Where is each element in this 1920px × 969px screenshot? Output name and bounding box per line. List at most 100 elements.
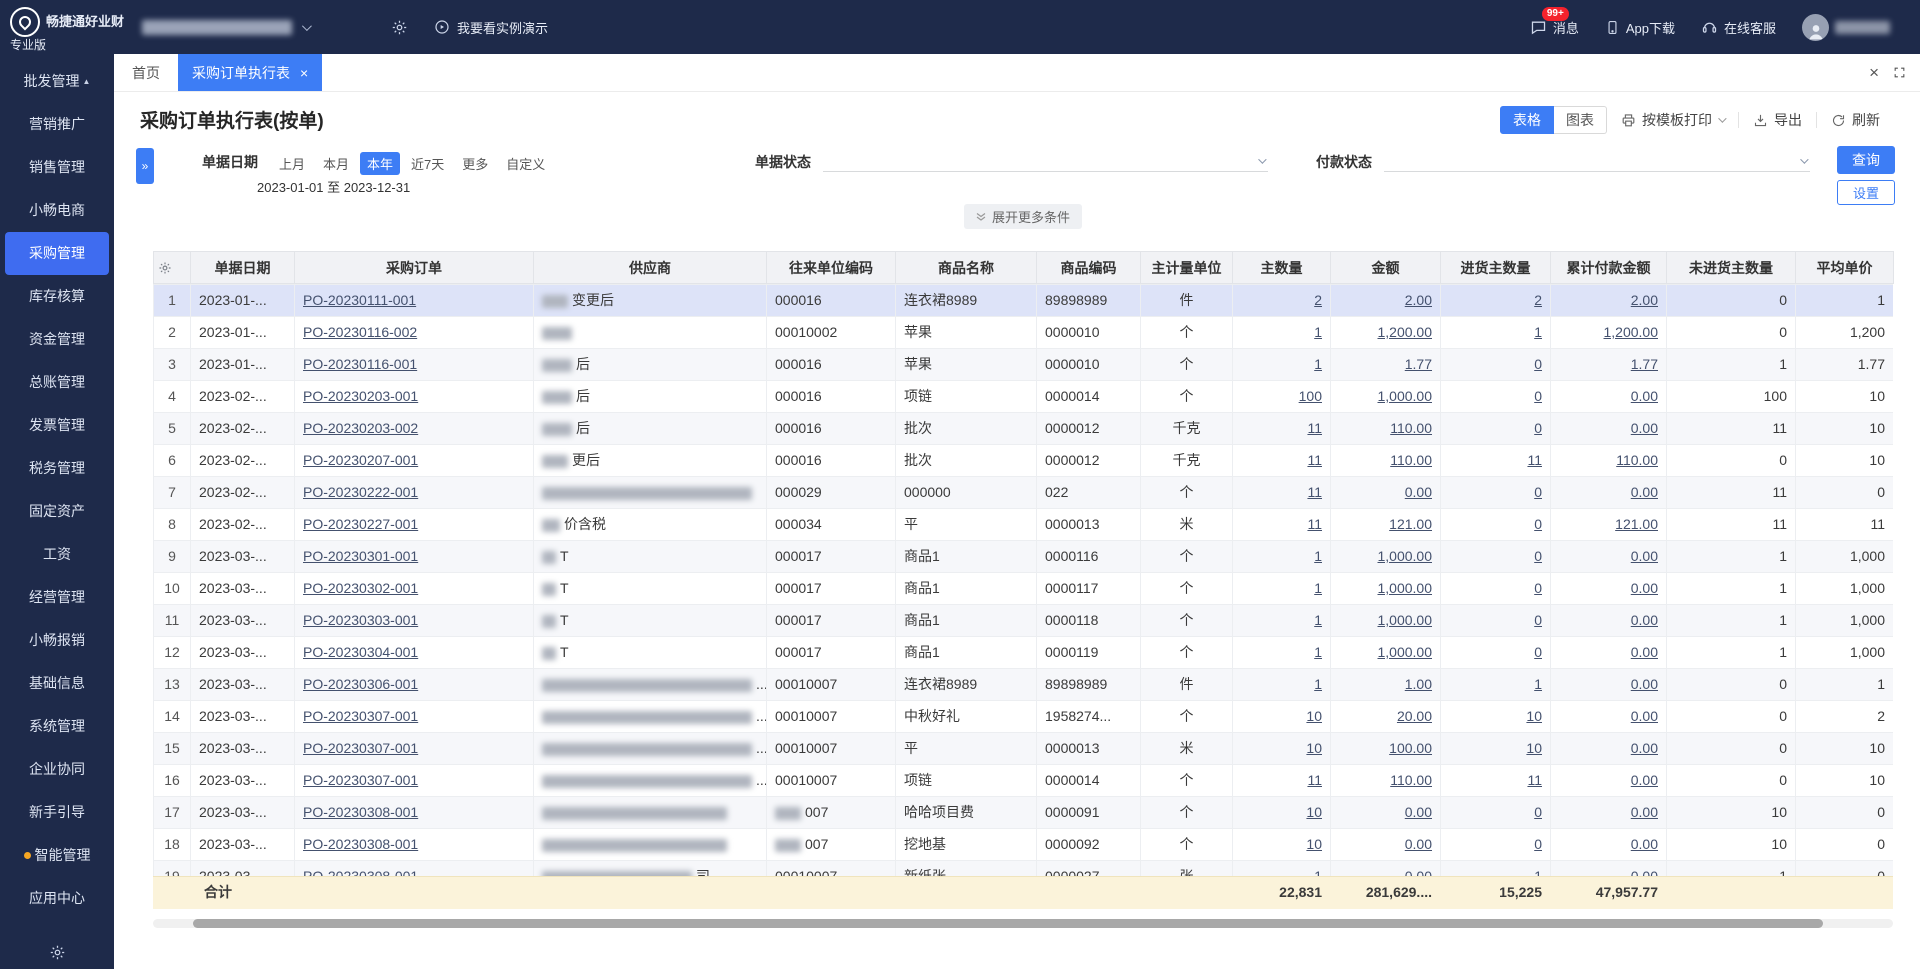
po-link[interactable]: PO-20230306-001 — [303, 676, 419, 692]
close-icon[interactable]: × — [1869, 62, 1879, 82]
drill-link[interactable]: 0 — [1534, 388, 1542, 404]
po-link[interactable]: PO-20230203-001 — [303, 388, 419, 404]
sidebar-item-智能管理[interactable]: 智能管理 — [0, 834, 114, 877]
sidebar-item-企业协同[interactable]: 企业协同 — [0, 748, 114, 791]
sidebar-item-工资[interactable]: 工资 — [0, 533, 114, 576]
sidebar-item-资金管理[interactable]: 资金管理 — [0, 318, 114, 361]
po-link[interactable]: PO-20230222-001 — [303, 484, 419, 500]
table-row[interactable]: 12 2023-03-... PO-20230304-001 T 000017 商品1 00… — [153, 636, 1893, 669]
column-header[interactable]: 累计付款金额 — [1550, 251, 1667, 284]
sidebar-item-经营管理[interactable]: 经营管理 — [0, 576, 114, 619]
print-template-button[interactable]: 按模板打印 — [1621, 110, 1727, 130]
column-header[interactable]: 单据日期 — [190, 251, 295, 284]
drill-link[interactable]: 0.00 — [1630, 708, 1658, 724]
sidebar-item-小畅电商[interactable]: 小畅电商 — [0, 189, 114, 232]
column-header[interactable]: 往来单位编码 — [766, 251, 896, 284]
grid-body-viewport[interactable]: 1 2023-01-... PO-20230111-001 变更后 000016 连衣裙8… — [153, 284, 1893, 876]
column-header[interactable]: 主数量 — [1232, 251, 1331, 284]
support-button[interactable]: 在线客服 — [1701, 18, 1776, 37]
drill-link[interactable]: 1,000.00 — [1377, 548, 1433, 564]
drill-link[interactable]: 11 — [1307, 484, 1322, 500]
drill-link[interactable]: 0.00 — [1630, 612, 1658, 628]
po-link[interactable]: PO-20230307-001 — [303, 772, 419, 788]
table-row[interactable]: 18 2023-03-... PO-20230308-001 007 挖地基 000009… — [153, 828, 1893, 861]
drill-link[interactable]: 121.00 — [1615, 516, 1658, 532]
drill-link[interactable]: 0 — [1534, 580, 1542, 596]
table-row[interactable]: 1 2023-01-... PO-20230111-001 变更后 000016 连衣裙8… — [153, 284, 1893, 317]
org-settings-button[interactable] — [391, 19, 408, 36]
drill-link[interactable]: 11 — [1527, 772, 1542, 788]
po-link[interactable]: PO-20230307-001 — [303, 708, 419, 724]
view-chart-button[interactable]: 图表 — [1554, 106, 1607, 134]
drill-link[interactable]: 0.00 — [1630, 740, 1658, 756]
table-row[interactable]: 10 2023-03-... PO-20230302-001 T 000017 商品1 00… — [153, 572, 1893, 605]
drill-link[interactable]: 10 — [1306, 740, 1322, 756]
pay-status-select[interactable] — [1384, 152, 1810, 172]
table-row[interactable]: 17 2023-03-... PO-20230308-001 007 哈哈项目费 0000… — [153, 796, 1893, 829]
column-header[interactable]: 未进货主数量 — [1666, 251, 1796, 284]
drill-link[interactable]: 10 — [1306, 804, 1322, 820]
po-link[interactable]: PO-20230303-001 — [303, 612, 419, 628]
horizontal-scrollbar-thumb[interactable] — [193, 919, 1823, 928]
drill-link[interactable]: 2 — [1314, 292, 1322, 308]
table-row[interactable]: 19 2023-03-... PO-20230308-001 司 00010007 新纸张… — [153, 860, 1893, 876]
date-option[interactable]: 本月 — [323, 157, 350, 172]
column-header[interactable]: 商品名称 — [895, 251, 1037, 284]
tab-home[interactable]: 首页 — [114, 54, 178, 91]
drill-link[interactable]: 1.77 — [1630, 356, 1658, 372]
po-link[interactable]: PO-20230307-001 — [303, 740, 419, 756]
sidebar-item-小畅报销[interactable]: 小畅报销 — [0, 619, 114, 662]
column-header[interactable]: 商品编码 — [1036, 251, 1141, 284]
app-download-button[interactable]: App下载 — [1605, 18, 1675, 37]
drill-link[interactable]: 0.00 — [1404, 804, 1432, 820]
drill-link[interactable]: 110.00 — [1616, 452, 1658, 468]
drill-link[interactable]: 1.77 — [1404, 356, 1432, 372]
drill-link[interactable]: 0.00 — [1630, 420, 1658, 436]
po-link[interactable]: PO-20230203-002 — [303, 420, 419, 436]
view-table-button[interactable]: 表格 — [1500, 106, 1554, 134]
tab-close-icon[interactable]: × — [300, 64, 309, 81]
drill-link[interactable]: 1.00 — [1404, 676, 1432, 692]
drill-link[interactable]: 0 — [1534, 516, 1542, 532]
drill-link[interactable]: 0 — [1534, 420, 1542, 436]
drill-link[interactable]: 0 — [1534, 804, 1542, 820]
sidebar-item-总账管理[interactable]: 总账管理 — [0, 361, 114, 404]
drill-link[interactable]: 1 — [1314, 612, 1322, 628]
table-row[interactable]: 5 2023-02-... PO-20230203-002 后 000016 批次 0000… — [153, 412, 1893, 445]
drill-link[interactable]: 0 — [1534, 836, 1542, 852]
po-link[interactable]: PO-20230308-001 — [303, 836, 419, 852]
search-button[interactable]: 查询 — [1837, 146, 1895, 174]
sidebar-item-基础信息[interactable]: 基础信息 — [0, 662, 114, 705]
drill-link[interactable]: 1,000.00 — [1377, 388, 1433, 404]
date-option[interactable]: 本年 — [360, 152, 401, 175]
column-header[interactable]: 进货主数量 — [1440, 251, 1551, 284]
drill-link[interactable]: 1 — [1314, 324, 1322, 340]
drill-link[interactable]: 100 — [1298, 388, 1322, 404]
po-link[interactable]: PO-20230304-001 — [303, 644, 419, 660]
drill-link[interactable]: 0.00 — [1630, 388, 1658, 404]
drill-link[interactable]: 0.00 — [1630, 548, 1658, 564]
po-link[interactable]: PO-20230116-002 — [303, 324, 418, 340]
drill-link[interactable]: 10 — [1306, 708, 1322, 724]
drill-link[interactable]: 0.00 — [1630, 772, 1658, 788]
drill-link[interactable]: 1 — [1314, 676, 1322, 692]
date-option[interactable]: 自定义 — [506, 157, 546, 172]
drill-link[interactable]: 100.00 — [1389, 740, 1432, 756]
org-selector[interactable] — [142, 19, 377, 35]
drill-link[interactable]: 0 — [1534, 644, 1542, 660]
table-row[interactable]: 6 2023-02-... PO-20230207-001 更后 000016 批次 000… — [153, 444, 1893, 477]
drill-link[interactable]: 1 — [1314, 548, 1322, 564]
table-row[interactable]: 8 2023-02-... PO-20230227-001 价含税 000034 平 000… — [153, 508, 1893, 541]
column-header[interactable]: 采购订单 — [294, 251, 534, 284]
sidebar-item-发票管理[interactable]: 发票管理 — [0, 404, 114, 447]
drill-link[interactable]: 0.00 — [1630, 836, 1658, 852]
doc-status-select[interactable] — [823, 152, 1268, 172]
drill-link[interactable]: 1,000.00 — [1377, 644, 1433, 660]
drill-link[interactable]: 121.00 — [1389, 516, 1432, 532]
drill-link[interactable]: 1 — [1314, 356, 1322, 372]
sidebar-item-系统管理[interactable]: 系统管理 — [0, 705, 114, 748]
drill-link[interactable]: 10 — [1306, 836, 1322, 852]
drill-link[interactable]: 11 — [1527, 452, 1542, 468]
